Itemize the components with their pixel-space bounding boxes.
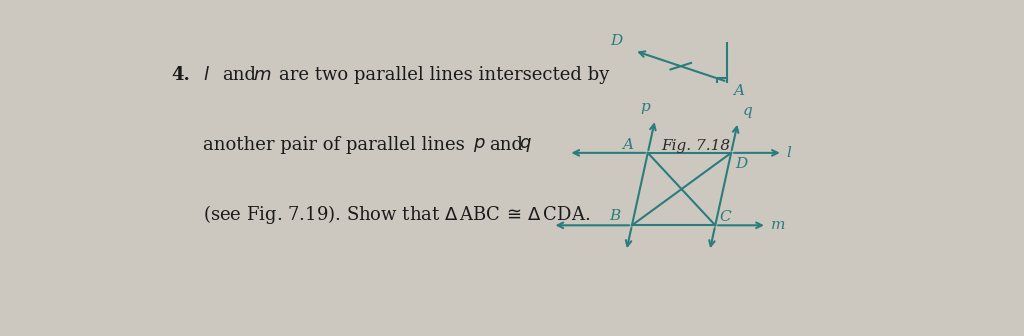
Text: l: l: [786, 146, 792, 160]
Text: p: p: [641, 100, 650, 114]
Text: another pair of parallel lines: another pair of parallel lines: [204, 136, 465, 154]
Text: A: A: [733, 84, 744, 98]
Text: $l$: $l$: [204, 66, 210, 84]
Text: Fig. 7.18: Fig. 7.18: [660, 139, 730, 153]
Text: $m$: $m$: [253, 66, 271, 84]
Text: D: D: [610, 34, 623, 48]
Text: are two parallel lines intersected by: are two parallel lines intersected by: [279, 66, 609, 84]
Text: and: and: [221, 66, 256, 84]
Text: A: A: [623, 137, 634, 152]
Text: (see Fig. 7.19). Show that $\Delta\,$ABC$\,\cong\,\Delta\,$CDA.: (see Fig. 7.19). Show that $\Delta\,$ABC…: [204, 203, 591, 226]
Text: 4.: 4.: [172, 66, 190, 84]
Text: $p$: $p$: [473, 136, 485, 154]
Text: m: m: [771, 218, 785, 232]
Text: $q$: $q$: [519, 136, 532, 154]
Text: B: B: [609, 209, 620, 223]
Text: D: D: [735, 157, 748, 171]
Text: and: and: [489, 136, 523, 154]
Text: q: q: [742, 104, 753, 118]
Text: C: C: [719, 210, 731, 224]
